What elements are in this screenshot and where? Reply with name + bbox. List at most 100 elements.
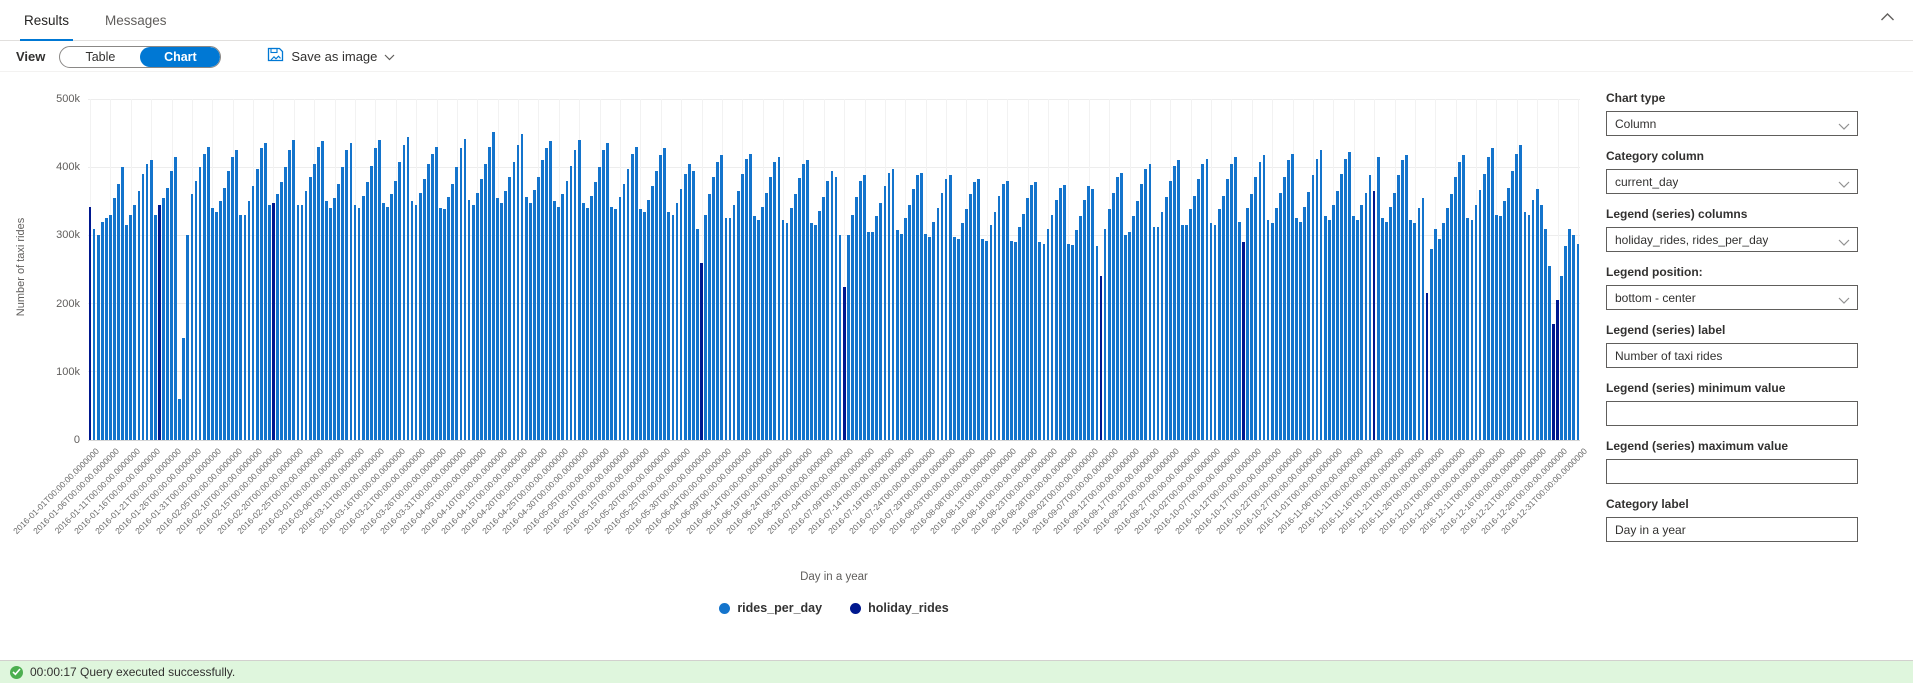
settings-field-label: Category label [1606, 497, 1689, 511]
settings-dropdown[interactable]: current_day [1606, 169, 1858, 194]
rides-per-day-bar [936, 208, 940, 440]
legend-item-holiday_rides[interactable]: holiday_rides [850, 601, 949, 615]
rides-per-day-bar [1303, 206, 1307, 440]
gridline [88, 439, 1580, 441]
rides-per-day-bar [1311, 175, 1315, 440]
rides-per-day-bar [1380, 218, 1384, 440]
settings-input[interactable] [1606, 459, 1858, 484]
settings-dropdown[interactable]: bottom - center [1606, 285, 1858, 310]
rides-per-day-bar [382, 202, 385, 440]
rides-per-day-bar [875, 216, 879, 440]
settings-field-value: Number of taxi rides [1615, 348, 1723, 363]
rides-per-day-bar [361, 195, 365, 440]
rides-per-day-bar [1307, 191, 1311, 440]
settings-dropdown[interactable]: holiday_rides, rides_per_day [1606, 227, 1858, 252]
rides-per-day-bar [520, 134, 524, 440]
rides-per-day-bar [573, 150, 577, 440]
rides-per-day-bar [500, 202, 504, 440]
settings-field: Chart type Column [1606, 91, 1858, 136]
rides-per-day-bar [492, 131, 495, 440]
rides-per-day-bar [1458, 161, 1462, 440]
plot-area: 0 100k 200k 300k 400k 500k 2016-01-01T00:00:00… [11, 93, 1589, 536]
rides-per-day-bar [512, 161, 516, 440]
rides-per-day-bar [1115, 177, 1119, 440]
rides-per-day-bar [1401, 160, 1404, 440]
rides-per-day-bar [867, 232, 870, 440]
collapse-pane-button[interactable] [1880, 9, 1895, 27]
rides-per-day-bar [117, 184, 120, 440]
chart-toolbar: View Table Chart Save as image [0, 42, 1913, 72]
settings-field-label: Legend (series) columns [1606, 207, 1748, 221]
rides-per-day-bar [1197, 179, 1201, 440]
settings-field-label: Legend (series) label [1606, 323, 1726, 337]
rides-per-day-bar [1531, 199, 1535, 440]
rides-per-day-bar [349, 143, 353, 440]
settings-dropdown[interactable]: Column [1606, 111, 1858, 136]
rides-per-day-bar [426, 163, 430, 440]
settings-input[interactable] [1606, 401, 1858, 426]
rides-per-day-bar [198, 167, 202, 440]
rides-per-day-bar [789, 208, 793, 440]
rides-per-day-bar [761, 206, 764, 440]
rides-per-day-bar [1148, 163, 1152, 440]
save-as-image-button[interactable]: Save as image [267, 47, 395, 67]
rides-per-day-bar [1466, 218, 1470, 440]
rides-per-day-bar [598, 167, 601, 440]
rides-per-day-bar [993, 211, 997, 440]
rides-per-day-bar [1515, 153, 1519, 440]
rides-per-day-bar [1066, 243, 1070, 440]
view-toggle-chart[interactable]: Chart [140, 46, 221, 67]
rides-per-day-bar [1270, 223, 1274, 440]
rides-per-day-bar [100, 221, 104, 440]
settings-field-value: bottom - center [1615, 290, 1696, 305]
rides-per-day-bar [1523, 211, 1527, 440]
rides-per-day-bar [1543, 228, 1547, 440]
rides-per-day-bar [96, 235, 100, 440]
rides-per-day-bar [166, 187, 169, 440]
rides-per-day-bar [1038, 242, 1042, 440]
rides-per-day-bar [121, 167, 124, 440]
rides-per-day-bar [1503, 201, 1506, 440]
rides-per-day-bar [1560, 276, 1563, 440]
rides-per-day-bar [618, 197, 622, 440]
rides-per-day-bar [202, 153, 206, 440]
rides-per-day-bar [251, 186, 255, 440]
rides-per-day-bar [1437, 238, 1441, 440]
rides-per-day-bar [720, 154, 724, 440]
rides-per-day-bar [846, 235, 850, 440]
rides-per-day-bar [1384, 221, 1388, 440]
rides-per-day-bar [977, 179, 981, 440]
chart-legend: rides_per_day holiday_rides [88, 601, 1580, 615]
gridline [88, 98, 1580, 100]
rides-per-day-bar [312, 163, 316, 440]
rides-per-day-bar [696, 228, 699, 440]
holiday-rides-bar [1552, 324, 1555, 440]
legend-item-rides_per_day[interactable]: rides_per_day [719, 601, 822, 615]
view-toggle-table[interactable]: Table [85, 49, 116, 64]
rides-per-day-bar [259, 148, 263, 440]
tab-messages[interactable]: Messages [105, 12, 167, 28]
rides-per-day-bar [394, 180, 398, 440]
rides-per-day-bar [402, 145, 406, 440]
rides-per-day-bar [1478, 190, 1482, 440]
rides-per-day-bar [1168, 180, 1172, 440]
rides-per-day-bar [948, 175, 952, 440]
settings-input[interactable]: Number of taxi rides [1606, 343, 1858, 368]
rides-per-day-bar [1348, 152, 1352, 440]
rides-per-day-bar [484, 163, 487, 440]
rides-per-day-bar [1319, 150, 1323, 440]
settings-input[interactable]: Day in a year [1606, 517, 1858, 542]
tab-results[interactable]: Results [14, 0, 79, 41]
settings-field: Legend (series) label Number of taxi ride… [1606, 323, 1858, 368]
rides-per-day-bar [288, 150, 292, 440]
settings-field: Category column current_day [1606, 149, 1858, 194]
y-tick-label: 0 [73, 434, 80, 446]
rides-per-day-bar [1283, 176, 1286, 440]
rides-per-day-bar [724, 218, 728, 440]
rides-per-day-bar [883, 186, 887, 440]
rides-per-day-bar [1042, 243, 1046, 440]
rides-per-day-bar [170, 170, 173, 440]
holiday-rides-bar [272, 203, 275, 440]
legend-dot-icon [719, 602, 731, 614]
